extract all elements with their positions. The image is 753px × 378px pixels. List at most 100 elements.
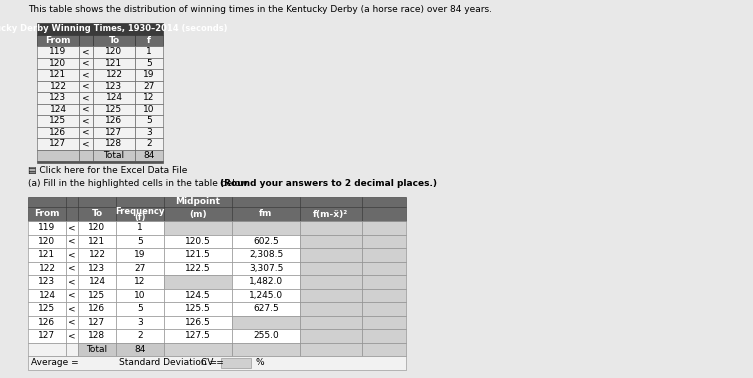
Bar [135,57,163,69]
Text: 126: 126 [88,304,105,313]
Bar [37,104,79,115]
Bar [93,69,135,81]
Bar [362,288,406,302]
Text: 121: 121 [38,250,56,259]
Text: From: From [45,36,71,45]
Bar [66,275,78,288]
Text: Total: Total [87,345,108,354]
Bar [300,221,362,234]
Bar [78,316,116,329]
Bar [79,104,93,115]
Bar [362,316,406,329]
Bar [135,138,163,150]
Text: <: < [69,250,76,259]
Text: 123: 123 [38,277,56,286]
Text: 122.5: 122.5 [185,264,211,273]
Bar [362,342,406,356]
Bar [79,115,93,127]
Text: 19: 19 [134,250,146,259]
Text: Midpoint: Midpoint [175,197,221,206]
Bar [116,342,164,356]
Bar [164,262,232,275]
Bar [78,342,116,356]
Text: 19: 19 [143,70,155,79]
Text: 10: 10 [134,291,146,300]
Bar [93,104,135,115]
Bar [300,207,362,221]
Bar [116,197,164,207]
Bar [362,275,406,288]
Text: 122: 122 [105,70,123,79]
Bar [78,302,116,316]
Text: 126: 126 [38,318,56,327]
Bar [135,92,163,104]
Text: 127.5: 127.5 [185,331,211,340]
Bar [37,150,79,161]
Text: Frequency: Frequency [115,207,165,216]
Text: f(m-ẍ)²: f(m-ẍ)² [313,209,349,218]
Text: <: < [82,116,90,125]
Bar [28,262,66,275]
Text: 10: 10 [143,105,155,114]
Bar [300,197,362,207]
Bar [28,221,66,234]
Text: 1: 1 [146,47,152,56]
Bar [232,207,300,221]
Text: 119: 119 [50,47,66,56]
Bar [135,46,163,57]
Bar [78,197,116,207]
Bar [232,316,300,329]
Bar [116,288,164,302]
Bar [66,262,78,275]
Text: 122: 122 [89,250,105,259]
Bar [300,234,362,248]
Bar [135,127,163,138]
Bar [28,329,66,342]
Bar [78,262,116,275]
Text: 1,482.0: 1,482.0 [249,277,283,286]
Bar [135,34,163,46]
Bar [300,302,362,316]
Bar [28,207,66,221]
Bar [93,127,135,138]
Text: 84: 84 [143,151,154,160]
Bar [93,46,135,57]
Text: 122: 122 [50,82,66,91]
Bar [66,288,78,302]
Bar [93,115,135,127]
Text: 2,308.5: 2,308.5 [249,250,283,259]
Bar [37,127,79,138]
Bar [37,23,163,34]
Text: <: < [69,291,76,300]
Text: <: < [69,304,76,313]
Bar [164,329,232,342]
Text: Average =: Average = [31,358,78,367]
Text: (m): (m) [189,209,207,218]
Bar [221,358,252,367]
Text: (f): (f) [134,212,146,222]
Text: <: < [82,139,90,148]
Text: 5: 5 [137,304,143,313]
Bar [362,221,406,234]
Bar [28,302,66,316]
Bar [93,92,135,104]
Text: 3: 3 [146,128,152,137]
Bar [135,104,163,115]
Bar [28,275,66,288]
Text: f: f [147,36,151,45]
Bar [362,329,406,342]
Bar [164,288,232,302]
Text: 124: 124 [38,291,56,300]
Bar [66,329,78,342]
Text: <: < [69,277,76,286]
Bar [66,221,78,234]
Text: 120: 120 [50,59,66,68]
Bar [232,342,300,356]
Bar [232,329,300,342]
Bar [37,34,79,46]
Text: 125: 125 [38,304,56,313]
Bar [66,197,78,207]
Text: 124: 124 [89,277,105,286]
Bar [37,46,79,57]
Text: 1,245.0: 1,245.0 [249,291,283,300]
